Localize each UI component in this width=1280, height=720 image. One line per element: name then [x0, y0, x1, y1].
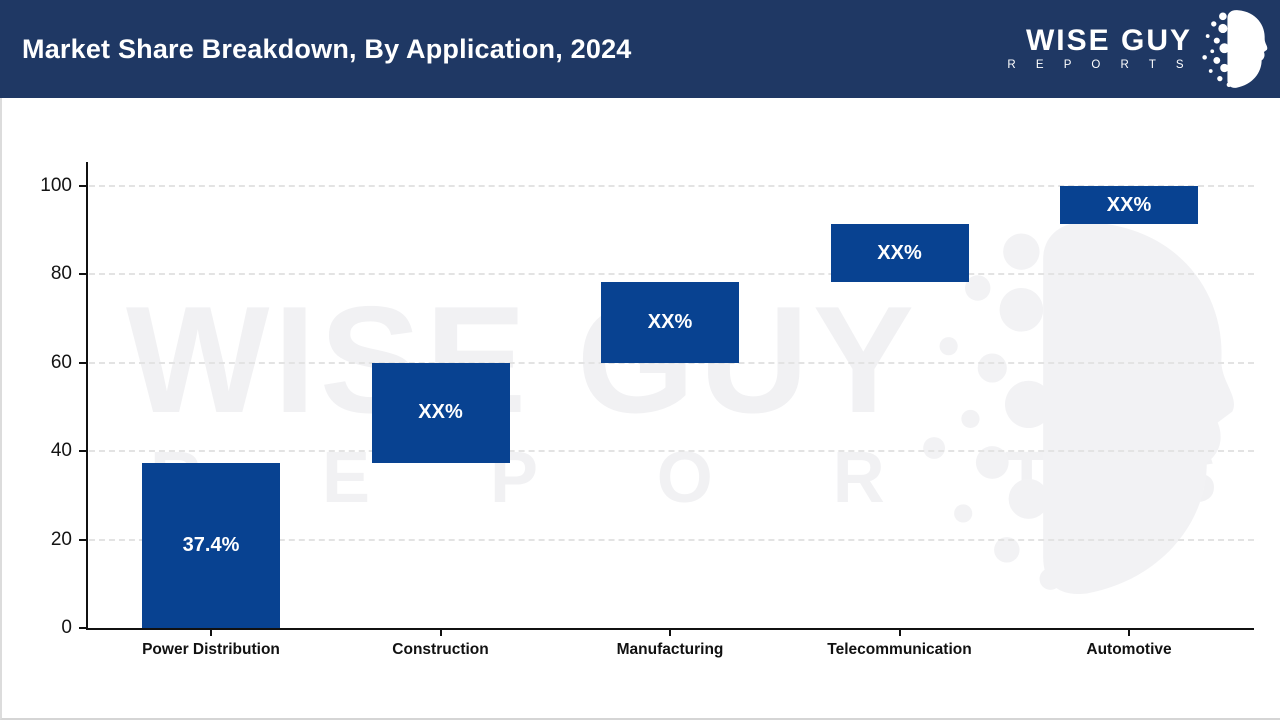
gridline-40 — [89, 450, 1254, 453]
logo-face-icon — [1202, 10, 1268, 88]
y-tick-label: 80 — [50, 263, 72, 285]
logo-wordmark: WISE GUY — [1025, 24, 1192, 58]
watermark-wordmark: WISE GUY — [126, 275, 919, 445]
x-axis-line — [86, 628, 1254, 630]
y-tick-label: 60 — [50, 351, 72, 373]
brand-logo: WISE GUY R E P O R T S — [1007, 4, 1270, 94]
y-tick-label: 0 — [61, 617, 72, 638]
y-tick-mark — [79, 185, 86, 187]
x-tick-mark — [1128, 630, 1130, 636]
y-tick-mark — [79, 538, 86, 541]
y-tick-label: 100 — [40, 175, 72, 196]
x-tick-mark — [439, 630, 442, 636]
y-tick-label: 20 — [50, 528, 72, 550]
header: Market Share Breakdown, By Application, … — [0, 0, 1280, 98]
bar-construction: XX% — [371, 362, 510, 463]
bar-automotive: XX% — [1060, 186, 1198, 225]
x-tick-mark — [210, 630, 212, 636]
gridline-100 — [89, 185, 1254, 187]
bar-value-label: XX% — [1106, 193, 1152, 216]
bar-value-label: XX% — [877, 241, 922, 264]
x-tick-mark — [669, 630, 671, 636]
bar-manufacturing: XX% — [601, 281, 739, 363]
logo-subtext: R E P O R T S — [1007, 59, 1192, 72]
bar-value-label: 37.4% — [182, 533, 240, 556]
gridline-20 — [89, 538, 1254, 541]
x-axis-label-automotive: Automotive — [1086, 641, 1172, 658]
page-title: Market Share Breakdown, By Application, … — [22, 33, 632, 64]
y-tick-label: 40 — [50, 440, 72, 462]
bar-telecommunication: XX% — [830, 224, 969, 282]
brand-logo-text: WISE GUY R E P O R T S — [1007, 26, 1192, 72]
x-axis-label-construction: Construction — [392, 641, 489, 658]
y-tick-mark — [79, 361, 86, 364]
x-axis-label-manufacturing: Manufacturing — [616, 641, 724, 658]
bar-value-label: XX% — [418, 401, 463, 424]
gridline-60 — [89, 361, 1254, 364]
bar-value-label: XX% — [647, 310, 693, 333]
y-tick-mark — [79, 273, 86, 276]
x-tick-mark — [898, 630, 901, 636]
x-axis-label-power-distribution: Power Distribution — [142, 641, 280, 658]
y-tick-mark — [79, 627, 86, 629]
gridline-80 — [89, 273, 1254, 276]
x-axis-label-telecommunication: Telecommunication — [827, 641, 972, 658]
watermark-face-icon — [923, 221, 1234, 595]
y-tick-mark — [79, 450, 86, 453]
bar-power-distribution: 37.4% — [142, 462, 280, 628]
y-axis-line — [86, 162, 88, 630]
